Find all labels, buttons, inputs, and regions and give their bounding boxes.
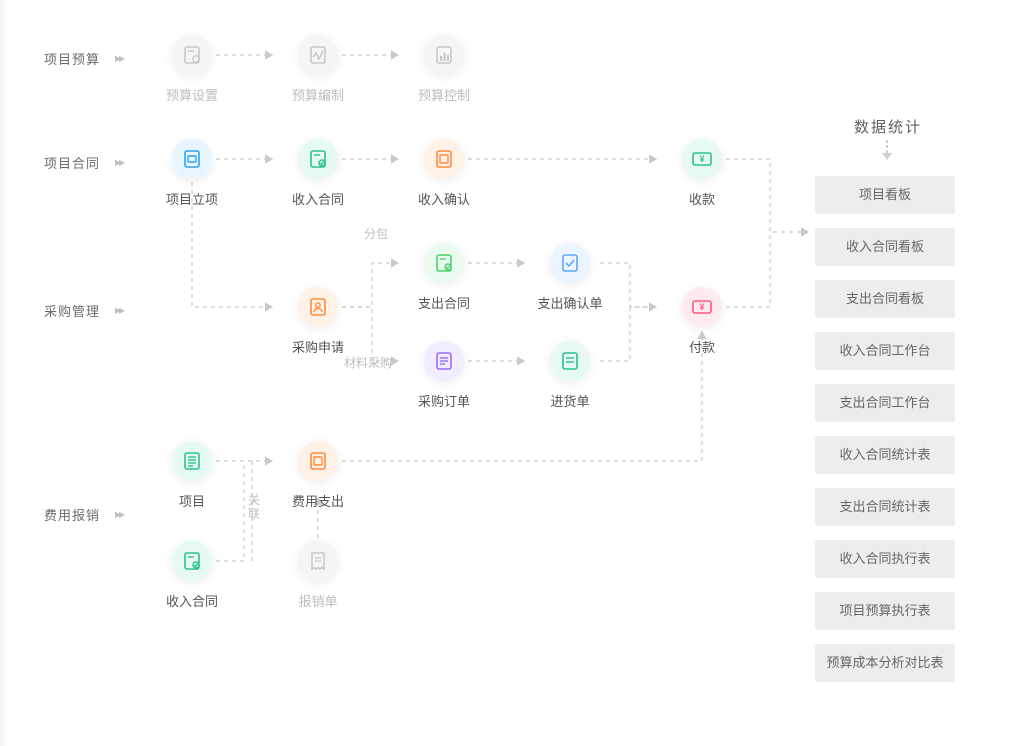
node-label-income_contract: 收入合同 [278,189,358,208]
node-label-proj_init: 项目立项 [152,189,232,208]
node-receipt[interactable]: ¥ 收款 [662,139,742,208]
section-arrow-contract: ▸▸ [115,155,123,169]
node-label-project_exp: 项目 [152,491,232,510]
doc-pulse-icon [298,35,338,75]
stats-title: 数据统计 [854,116,922,137]
node-budget_compile[interactable]: 预算编制 [278,35,358,104]
node-label-cost_pay: 费用支出 [278,491,358,510]
node-label-goods_in: 进货单 [530,391,610,410]
annot-relate-l2: 联 [248,507,260,521]
stats-button-8[interactable]: 项目预算执行表 [815,592,955,630]
money-card-icon: ¥ [682,139,722,179]
section-label-contract: 项目合同 [44,153,100,172]
node-purchase_order[interactable]: 采购订单 [404,341,484,410]
node-label-receipt: 收款 [662,189,742,208]
doc-folder-icon [172,139,212,179]
section-label-budget: 项目预算 [44,49,100,68]
node-label-exp_confirm: 支出确认单 [530,293,610,312]
doc-gear-icon [172,35,212,75]
doc-lines-icon [424,341,464,381]
stats-button-2[interactable]: 支出合同看板 [815,280,955,318]
doc-check-icon [172,541,212,581]
annot-relate: 关 联 [248,493,260,521]
svg-text:¥: ¥ [699,154,704,164]
node-label-budget_setup: 预算设置 [152,85,232,104]
node-payment[interactable]: ¥ 付款 [662,287,742,356]
node-label-payment: 付款 [662,337,742,356]
stats-button-6[interactable]: 支出合同统计表 [815,488,955,526]
doc-box-icon [424,139,464,179]
section-arrow-budget: ▸▸ [115,51,123,65]
left-shadow [0,0,8,746]
doc-person-icon [298,287,338,327]
receipt-icon [298,541,338,581]
annot-relate-l1: 关 [248,493,260,507]
node-goods_in[interactable]: 进货单 [530,341,610,410]
svg-text:¥: ¥ [699,302,704,312]
connector-layer [0,0,1013,746]
node-budget_setup[interactable]: 预算设置 [152,35,232,104]
annot-subcontract: 分包 [364,225,388,242]
doc-box-icon [298,441,338,481]
annot-material: 材料采购 [344,354,392,371]
section-arrow-purchase: ▸▸ [115,303,123,317]
stats-button-9[interactable]: 预算成本分析对比表 [815,644,955,682]
node-exp_confirm[interactable]: 支出确认单 [530,243,610,312]
node-label-budget_compile: 预算编制 [278,85,358,104]
node-label-reimburse: 报销单 [278,591,358,610]
section-label-purchase: 采购管理 [44,301,100,320]
node-proj_init[interactable]: 项目立项 [152,139,232,208]
doc-lines3-icon [172,441,212,481]
node-reimburse[interactable]: 报销单 [278,541,358,610]
stats-button-3[interactable]: 收入合同工作台 [815,332,955,370]
node-label-purchase_order: 采购订单 [404,391,484,410]
doc-check-icon [424,243,464,283]
stats-button-5[interactable]: 收入合同统计表 [815,436,955,474]
node-label-exp_contract: 支出合同 [404,293,484,312]
diagram-canvas: 项目预算 ▸▸ 项目合同 ▸▸ 采购管理 ▸▸ 费用报销 ▸▸ 预算设置 预算编制… [0,0,1013,746]
node-label-income_confirm: 收入确认 [404,189,484,208]
stats-button-7[interactable]: 收入合同执行表 [815,540,955,578]
node-budget_control[interactable]: 预算控制 [404,35,484,104]
doc-tick-icon [550,243,590,283]
node-exp_contract[interactable]: 支出合同 [404,243,484,312]
stats-down-arrow-icon [880,140,894,167]
node-label-income_contract2: 收入合同 [152,591,232,610]
node-income_contract[interactable]: 收入合同 [278,139,358,208]
section-arrow-expense: ▸▸ [115,507,123,521]
doc-bars-icon [424,35,464,75]
stats-button-1[interactable]: 收入合同看板 [815,228,955,266]
node-cost_pay[interactable]: 费用支出 [278,441,358,510]
doc-check-icon [298,139,338,179]
money-card-icon: ¥ [682,287,722,327]
stats-button-0[interactable]: 项目看板 [815,176,955,214]
stats-button-4[interactable]: 支出合同工作台 [815,384,955,422]
node-income_contract2[interactable]: 收入合同 [152,541,232,610]
node-label-budget_control: 预算控制 [404,85,484,104]
doc-lines2-icon [550,341,590,381]
node-purchase_req[interactable]: 采购申请 [278,287,358,356]
node-project_exp[interactable]: 项目 [152,441,232,510]
node-income_confirm[interactable]: 收入确认 [404,139,484,208]
section-label-expense: 费用报销 [44,505,100,524]
